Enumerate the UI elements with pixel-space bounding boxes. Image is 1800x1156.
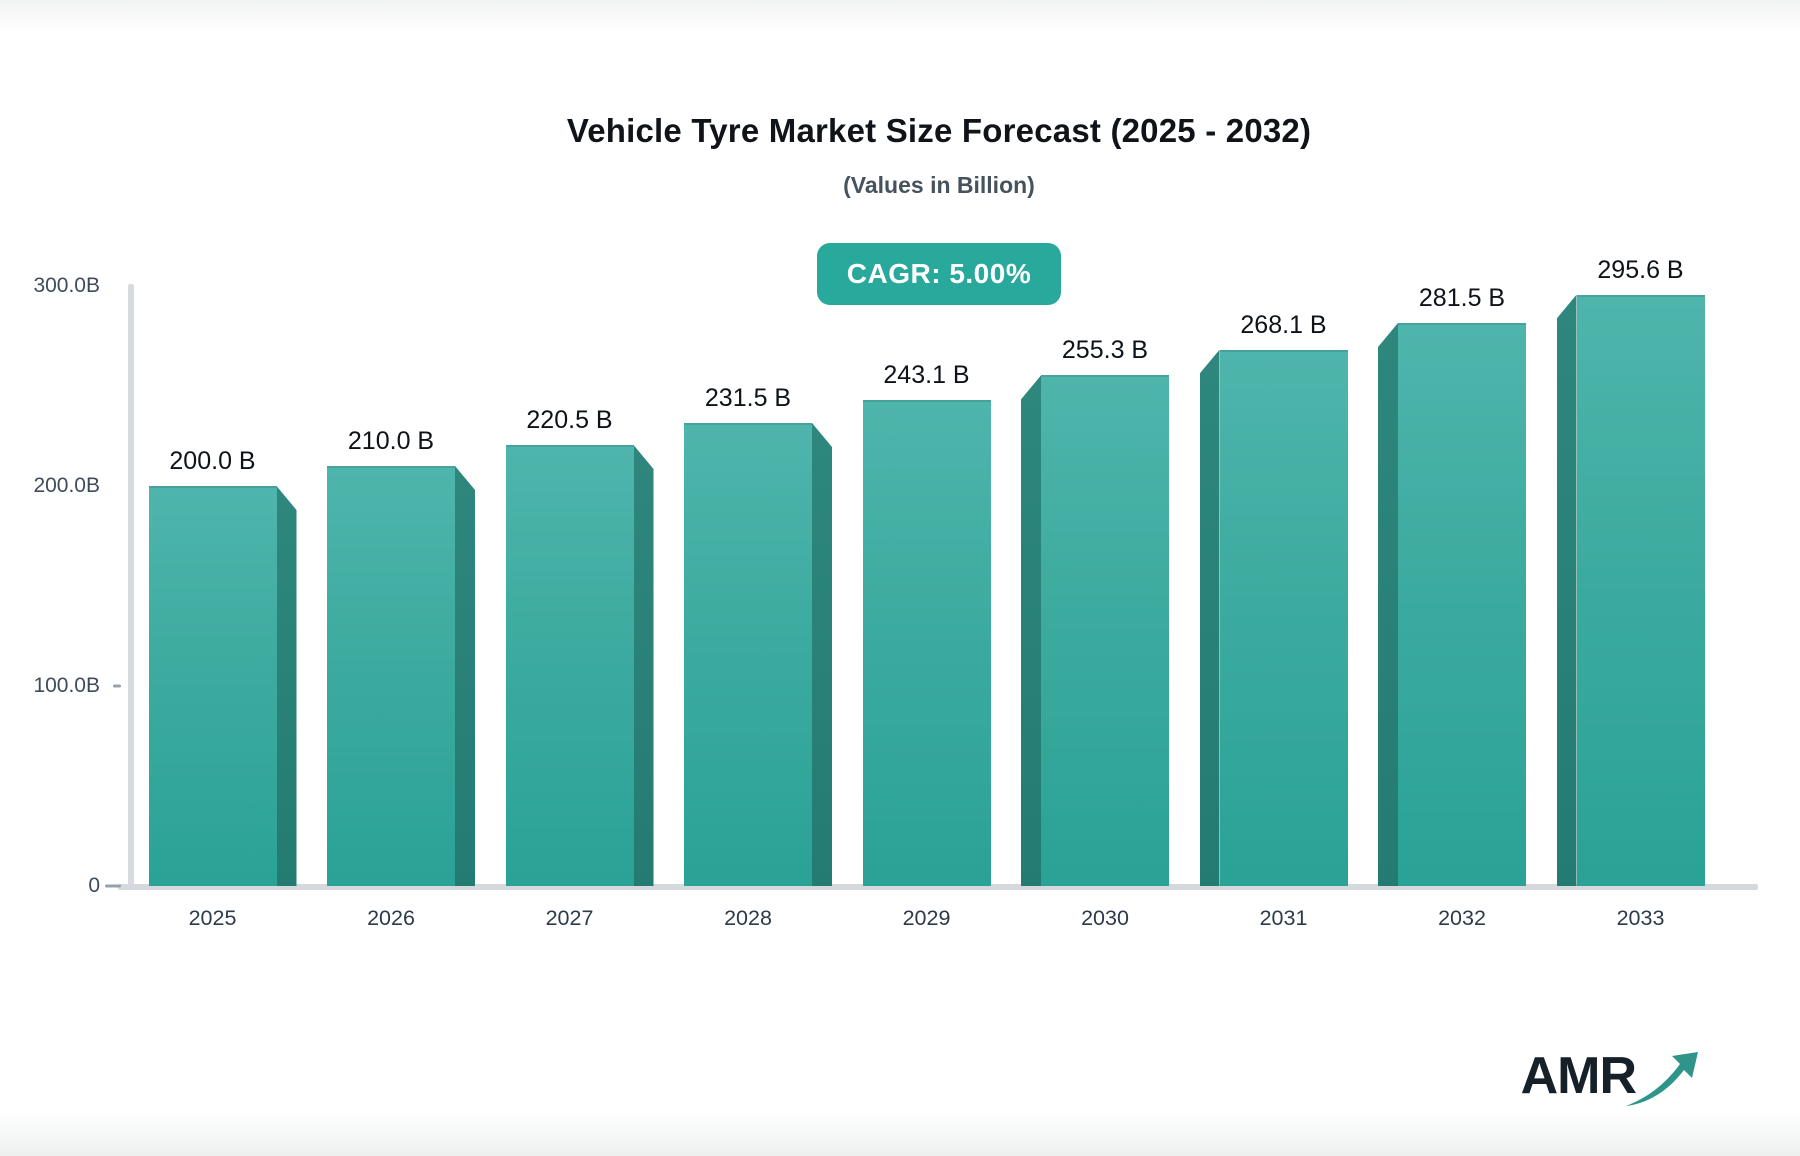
bar-2029: 243.1 B [862, 361, 991, 886]
x-axis-year-label: 2031 [1259, 906, 1308, 930]
bar-side-3d [1556, 294, 1577, 886]
chart-title: Vehicle Tyre Market Size Forecast (2025 … [566, 112, 1312, 149]
bar-2031: 268.1 B [1199, 311, 1348, 886]
y-axis-tick-mark [113, 684, 121, 688]
bar-2032: 281.5 B [1378, 284, 1526, 886]
bar-side-3d [1378, 323, 1398, 886]
bar-value-label: 295.6 B [1597, 255, 1684, 284]
bar-face [327, 466, 455, 886]
bar-2026: 210.0 B [327, 427, 475, 886]
bar-face [1398, 323, 1526, 886]
amr-logo-text: AMR [1520, 1047, 1637, 1105]
bar-face [148, 486, 277, 886]
growth-arrow-icon [1626, 1052, 1698, 1106]
bar-2027: 220.5 B [505, 406, 654, 886]
bar-value-label: 231.5 B [704, 384, 792, 412]
bar-2025: 200.0 B [148, 447, 297, 886]
x-axis-year-label: 2032 [1438, 906, 1486, 930]
cagr-badge: CAGR: 5.00% [816, 243, 1062, 305]
bar-face [1219, 349, 1348, 886]
bar-value-label: 243.1 B [883, 360, 970, 389]
x-axis-year-label: 2028 [724, 906, 772, 930]
bar-face [684, 423, 812, 886]
bar-face [862, 399, 991, 886]
bar-side-3d [812, 423, 832, 886]
bar-face [1576, 294, 1705, 886]
y-axis-tick-mark [105, 884, 121, 888]
bar-value-label: 281.5 B [1418, 284, 1506, 312]
chart-subtitle: (Values in Billion) [843, 172, 1035, 198]
bar-value-label: 255.3 B [1061, 336, 1149, 365]
x-axis-year-label: 2025 [188, 906, 237, 930]
amr-logo: AMR [1521, 1050, 1706, 1112]
x-axis-year-label: 2033 [1616, 906, 1665, 930]
x-axis-year-label: 2026 [367, 906, 415, 930]
bar-value-label: 268.1 B [1240, 310, 1327, 339]
y-axis-tick-label: 200.0B [33, 474, 100, 497]
y-axis-tick-label: 100.0B [33, 674, 100, 697]
bar-side-3d [276, 486, 297, 886]
bar-2028: 231.5 B [684, 384, 832, 886]
bar-side-3d [633, 445, 654, 886]
y-axis-tick-label: 300.0B [33, 274, 100, 297]
chart-header: Vehicle Tyre Market Size Forecast (2025 … [133, 0, 1745, 305]
bar-2030: 255.3 B [1021, 336, 1169, 886]
bar-2033: 295.6 B [1556, 256, 1705, 886]
bar-face [505, 445, 634, 886]
bar-face [1041, 375, 1169, 886]
x-axis-year-label: 2029 [902, 906, 951, 930]
x-axis-line [118, 884, 1758, 890]
x-axis-year-label: 2030 [1081, 906, 1129, 930]
bar-value-label: 200.0 B [169, 447, 256, 475]
bar-side-3d [455, 466, 475, 886]
bar-side-3d [1021, 375, 1041, 886]
y-axis-tick-label: 0 [88, 874, 100, 897]
bar-value-label: 220.5 B [526, 406, 613, 434]
bar-side-3d [1199, 349, 1220, 886]
y-axis-line [128, 284, 134, 890]
bar-value-label: 210.0 B [347, 427, 435, 455]
x-axis-year-label: 2027 [545, 906, 594, 930]
